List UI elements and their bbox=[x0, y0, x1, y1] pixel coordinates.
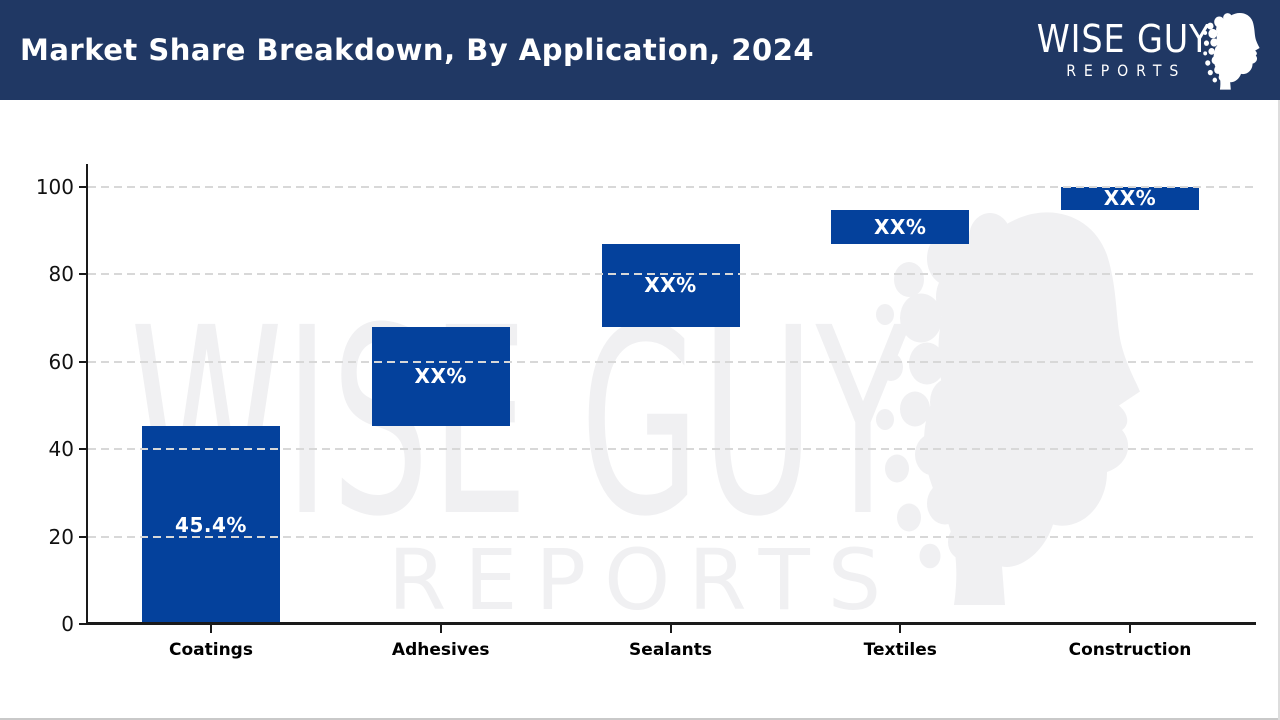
y-axis-line bbox=[86, 164, 88, 625]
bar-textiles: XX% bbox=[831, 209, 970, 244]
watermark-reports-text: REPORTS bbox=[388, 531, 900, 629]
y-tick-label: 80 bbox=[48, 262, 74, 287]
gridline-60 bbox=[88, 360, 1255, 363]
x-category-label: Adhesives bbox=[391, 640, 490, 660]
y-tick-mark bbox=[79, 273, 86, 276]
x-category-label: Construction bbox=[1068, 640, 1192, 660]
gridline-80 bbox=[88, 273, 1255, 276]
x-axis-line bbox=[86, 622, 1256, 625]
y-tick-label: 100 bbox=[35, 174, 74, 199]
logo-wordmark: WISE GUY bbox=[1036, 17, 1210, 62]
y-tick-mark bbox=[79, 360, 86, 363]
bar-value-label: 45.4% bbox=[175, 512, 247, 537]
bar-adhesives: XX% bbox=[371, 326, 510, 426]
y-tick-label: 40 bbox=[48, 437, 74, 462]
y-tick-label: 0 bbox=[61, 612, 74, 636]
bar-coatings: 45.4% bbox=[142, 425, 280, 624]
logo-head-icon bbox=[1203, 12, 1260, 90]
x-category-label: Textiles bbox=[863, 640, 937, 660]
y-tick-label: 60 bbox=[48, 349, 74, 374]
x-tick-mark bbox=[899, 625, 902, 633]
right-border bbox=[1278, 100, 1280, 720]
bar-sealants: XX% bbox=[601, 243, 740, 327]
wise-guy-reports-logo: WISE GUY REPORTS bbox=[1013, 9, 1266, 91]
x-tick-mark bbox=[1129, 625, 1131, 633]
x-category-label: Sealants bbox=[629, 640, 712, 660]
y-tick-mark bbox=[79, 448, 86, 451]
page-title: Market Share Breakdown, By Application, … bbox=[20, 33, 815, 67]
logo-reports-text: REPORTS bbox=[1065, 60, 1186, 80]
logo-text: WISE GUY REPORTS bbox=[1036, 17, 1210, 80]
y-tick-mark bbox=[79, 185, 86, 188]
x-tick-mark bbox=[669, 625, 672, 633]
y-tick-mark bbox=[79, 623, 86, 625]
x-tick-mark bbox=[210, 625, 212, 633]
bar-value-label: XX% bbox=[644, 273, 697, 298]
y-tick-mark bbox=[79, 535, 86, 538]
gridline-20 bbox=[88, 535, 1255, 538]
bar-value-label: XX% bbox=[414, 364, 467, 389]
x-tick-mark bbox=[439, 625, 442, 633]
bottom-border bbox=[0, 718, 1280, 720]
x-category-label: Coatings bbox=[169, 640, 253, 660]
gridline-40 bbox=[88, 448, 1255, 451]
title-bar: Market Share Breakdown, By Application, … bbox=[0, 0, 1280, 100]
bar-construction: XX% bbox=[1061, 186, 1199, 211]
bar-value-label: XX% bbox=[874, 214, 927, 239]
watermark-head-icon bbox=[876, 212, 1140, 605]
gridline-100 bbox=[88, 185, 1255, 188]
y-tick-label: 20 bbox=[48, 524, 74, 549]
bar-value-label: XX% bbox=[1103, 186, 1157, 211]
